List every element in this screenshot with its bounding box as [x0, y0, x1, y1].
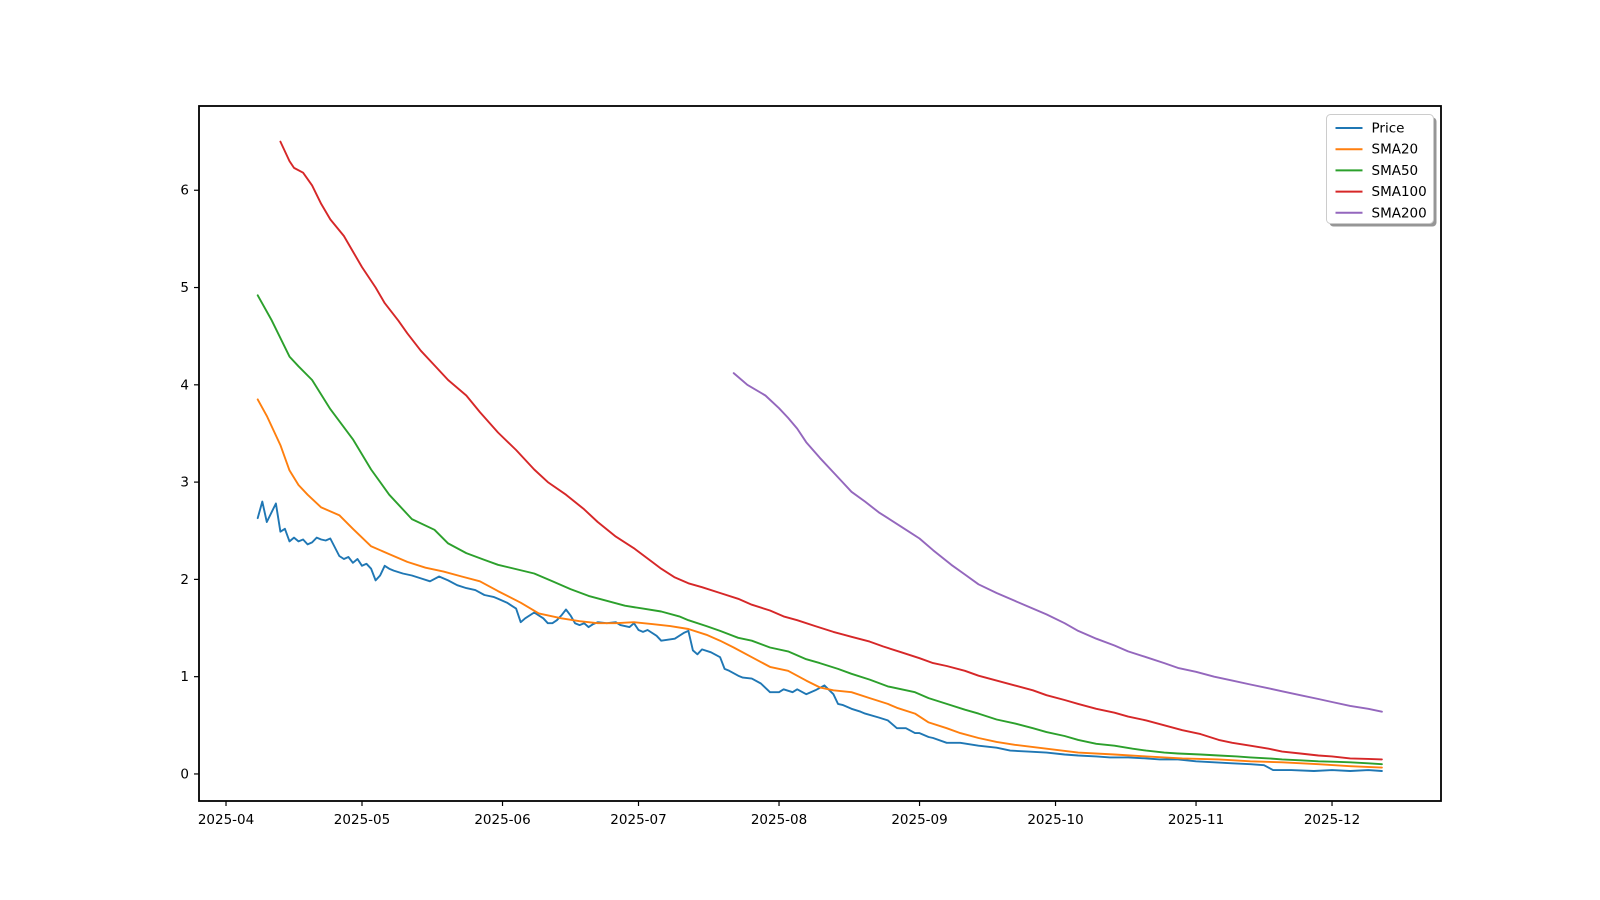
legend-label-sma20: SMA20: [1372, 142, 1419, 158]
legend: Price SMA20 SMA50 SMA100 SMA200: [1326, 114, 1437, 227]
x-tick-label: 2025-07: [610, 812, 666, 828]
x-tick-label: 2025-10: [1027, 812, 1083, 828]
y-tick-label: 5: [180, 280, 189, 296]
y-tick-label: 4: [180, 377, 189, 393]
x-tick-label: 2025-05: [334, 812, 390, 828]
series-line-sma100: [279, 140, 1383, 761]
y-tick-label: 6: [180, 183, 189, 199]
series-line-price: [256, 500, 1383, 772]
x-tick-label: 2025-04: [198, 812, 254, 828]
legend-label-sma100: SMA100: [1372, 184, 1427, 200]
series-line-sma20: [256, 398, 1383, 769]
series-line-sma200: [732, 372, 1383, 713]
x-tick-label: 2025-12: [1304, 812, 1360, 828]
x-tick-label: 2025-11: [1168, 812, 1224, 828]
series-line-sma50: [256, 294, 1383, 766]
x-tick-label: 2025-06: [474, 812, 530, 828]
legend-label-sma50: SMA50: [1372, 163, 1419, 179]
axes-spines: [198, 105, 1442, 802]
y-tick-label: 1: [180, 669, 189, 685]
x-tick-label: 2025-08: [751, 812, 807, 828]
series-lines: [256, 140, 1383, 772]
y-tick-label: 3: [180, 475, 189, 491]
legend-label-sma200: SMA200: [1372, 205, 1427, 221]
y-tick-label: 2: [180, 572, 189, 588]
legend-label-price: Price: [1372, 121, 1405, 137]
x-axis: 2025-04 2025-05 2025-06 2025-07 2025-08 2025-…: [198, 801, 1360, 828]
x-tick-label: 2025-09: [891, 812, 947, 828]
plot-area: [199, 106, 1441, 801]
y-tick-label: 0: [180, 766, 189, 782]
legend-box: [1326, 114, 1434, 224]
y-axis: 0 1 2 3 4 5 6: [180, 183, 199, 782]
